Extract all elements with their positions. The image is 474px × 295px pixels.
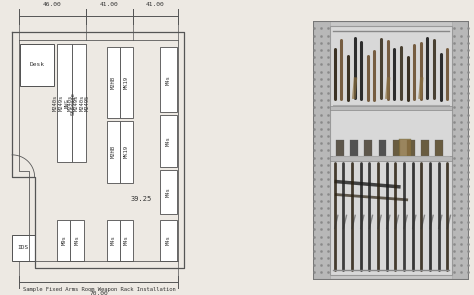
Bar <box>350 140 358 156</box>
Text: MK19: MK19 <box>124 145 129 158</box>
Bar <box>160 170 177 214</box>
Bar <box>107 47 120 118</box>
Bar <box>330 106 452 110</box>
Text: 46.00: 46.00 <box>43 2 62 7</box>
Text: MK19: MK19 <box>124 76 129 89</box>
Bar <box>421 140 428 156</box>
Bar <box>107 220 120 261</box>
Bar <box>452 21 469 280</box>
Bar <box>120 47 133 118</box>
Bar <box>365 140 372 156</box>
Bar <box>72 44 86 162</box>
Bar <box>57 44 72 162</box>
Bar <box>71 220 84 261</box>
Text: 41.00: 41.00 <box>146 2 165 7</box>
Bar <box>399 139 411 156</box>
Bar <box>330 26 452 275</box>
Text: M4s: M4s <box>166 187 171 197</box>
Text: M2HB: M2HB <box>111 76 116 89</box>
Text: M2HB: M2HB <box>111 145 116 158</box>
Text: Sample Fixed Arms Room Weapon Rack Installation: Sample Fixed Arms Room Weapon Rack Insta… <box>23 287 176 292</box>
Text: M240s
M249s
M240s
M2495: M240s M249s M240s M2495 <box>68 95 90 112</box>
Bar <box>435 140 443 156</box>
Text: M4s: M4s <box>111 235 116 245</box>
Bar <box>160 220 177 261</box>
Bar <box>120 121 133 183</box>
Text: 70.00: 70.00 <box>89 291 108 295</box>
Text: M240s
M249s
NVG
Storage: M240s M249s NVG Storage <box>53 92 76 115</box>
Text: M4s: M4s <box>124 235 129 245</box>
Bar <box>313 21 330 280</box>
Text: M4s: M4s <box>166 235 171 245</box>
Text: M9s: M9s <box>61 235 66 245</box>
Text: M4s: M4s <box>74 235 80 245</box>
Text: M4s: M4s <box>166 136 171 146</box>
Bar <box>392 140 401 156</box>
Bar <box>330 156 452 161</box>
Bar <box>407 140 414 156</box>
Text: IDS: IDS <box>18 245 29 250</box>
Bar <box>57 220 71 261</box>
Text: 39.25: 39.25 <box>131 196 152 202</box>
Bar <box>160 115 177 167</box>
Bar <box>160 47 177 112</box>
Bar <box>20 44 55 86</box>
Bar <box>379 140 386 156</box>
Bar <box>120 220 133 261</box>
Text: Desk: Desk <box>30 63 45 67</box>
Text: M4s: M4s <box>166 75 171 85</box>
Bar <box>107 121 120 183</box>
Bar <box>12 235 35 261</box>
Bar <box>336 140 344 156</box>
Text: 41.00: 41.00 <box>100 2 119 7</box>
